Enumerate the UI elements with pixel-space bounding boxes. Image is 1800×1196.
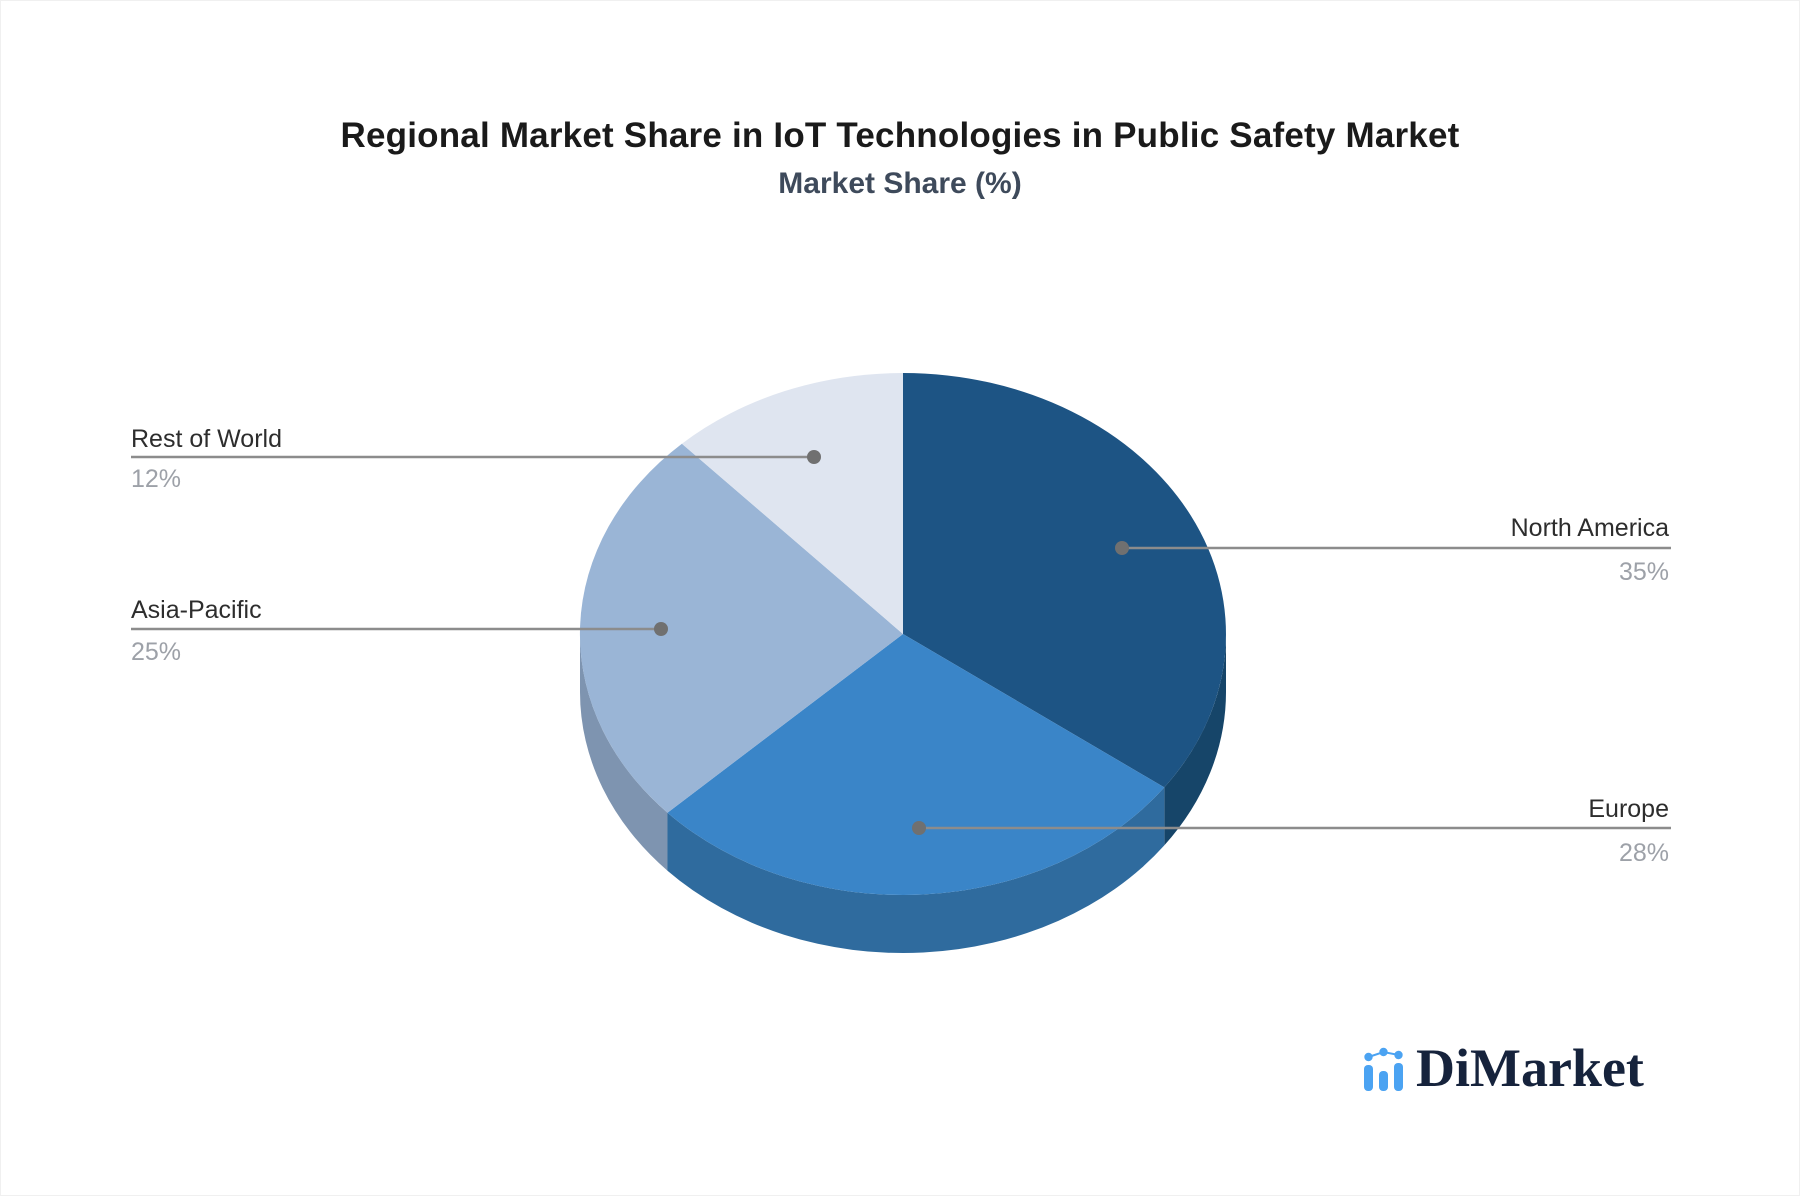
label-europe: Europe	[1588, 795, 1669, 823]
brand-name: DiMarket	[1416, 1038, 1644, 1098]
label-rest-of-world: Rest of World	[131, 425, 282, 453]
chart-subtitle: Market Share (%)	[778, 167, 1022, 200]
callout-dot-asia-pacific	[654, 622, 668, 636]
label-north-america: North America	[1510, 514, 1669, 542]
pie-side-europe	[667, 787, 1165, 954]
callout-dot-rest-of-world	[807, 450, 821, 464]
pie-slice-rest-of-world[interactable]	[681, 373, 903, 634]
pie-slice-asia-pacific[interactable]	[579, 443, 903, 813]
chart-title: Regional Market Share in IoT Technologie…	[340, 116, 1460, 155]
pie-slice-north-america[interactable]	[903, 373, 1226, 788]
callout-dot-north-america	[1115, 541, 1129, 555]
pie-side-asia-pacific	[580, 634, 668, 871]
pie-side-north-america	[1164, 634, 1226, 846]
value-asia-pacific: 25%	[131, 638, 182, 666]
label-asia-pacific: Asia-Pacific	[131, 596, 262, 624]
callout-lines	[131, 455, 1671, 830]
pie-slice-europe[interactable]	[667, 634, 1165, 896]
bar-chart-logo-icon	[1364, 1047, 1403, 1091]
value-europe: 28%	[1618, 839, 1669, 867]
brand-logo: DiMarket	[1364, 1041, 1644, 1095]
value-rest-of-world: 12%	[131, 465, 182, 493]
callout-dot-europe	[912, 821, 926, 835]
value-north-america: 35%	[1618, 558, 1669, 586]
callout-dots	[654, 450, 1129, 835]
